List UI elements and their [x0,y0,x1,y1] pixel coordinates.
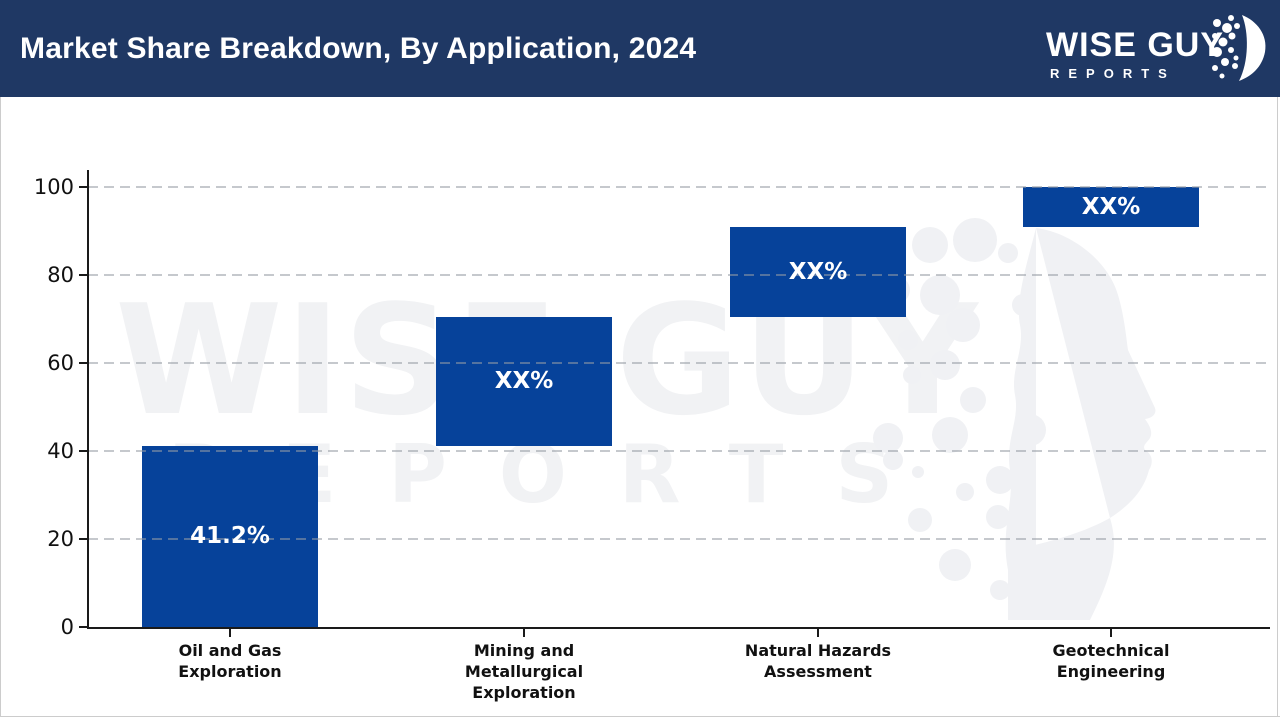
y-tick-label-0: 0 [60,615,74,639]
gridline-20 [88,538,1270,540]
bar-value-label: 41.2% [190,523,270,550]
y-tick-0 [79,626,88,628]
y-tick-100 [79,186,88,188]
y-tick-80 [79,274,88,276]
watermark-face-icon [873,218,1156,620]
bar-value-label: XX% [788,259,848,286]
logo-wordmark: WISE GUY [1046,26,1224,64]
y-tick-label-20: 20 [47,527,74,551]
y-tick-label-60: 60 [47,351,74,375]
bar-segment [1023,187,1199,228]
x-category-label: Geotechnical Engineering [1052,641,1170,681]
x-tick [523,629,525,637]
gridline-60 [88,362,1270,364]
bottom-border [0,716,1280,717]
y-tick-label-40: 40 [47,439,74,463]
x-category-label: Mining and Metallurgical Exploration [464,641,584,702]
y-tick-60 [79,362,88,364]
gridline-100 [88,186,1270,188]
x-tick [1110,629,1112,637]
y-tick-40 [79,450,88,452]
bar-segment [436,316,612,446]
logo-face-icon [1212,15,1266,81]
x-category-label: Oil and Gas Exploration [178,641,282,681]
y-axis-spine [87,170,89,629]
chart-title: Market Share Breakdown, By Application, … [20,31,697,65]
y-tick-20 [79,538,88,540]
gridline-40 [88,450,1270,452]
bar-value-label: XX% [1081,194,1141,221]
right-border [1277,97,1278,717]
logo-subtitle: REPORTS [1050,66,1176,81]
x-tick [817,629,819,637]
x-axis-spine [87,627,1270,629]
y-tick-label-100: 100 [33,175,74,199]
bar-value-label: XX% [494,368,554,395]
left-border [0,97,1,717]
x-category-label: Natural Hazards Assessment [744,641,892,681]
wise-guy-logo: WISE GUY REPORTS [1046,15,1266,81]
header-bar: Market Share Breakdown, By Application, … [0,0,1280,97]
gridline-80 [88,274,1270,276]
x-tick [229,629,231,637]
bar-segment [730,227,906,317]
y-tick-label-80: 80 [47,263,74,287]
bar-segment [142,445,318,627]
